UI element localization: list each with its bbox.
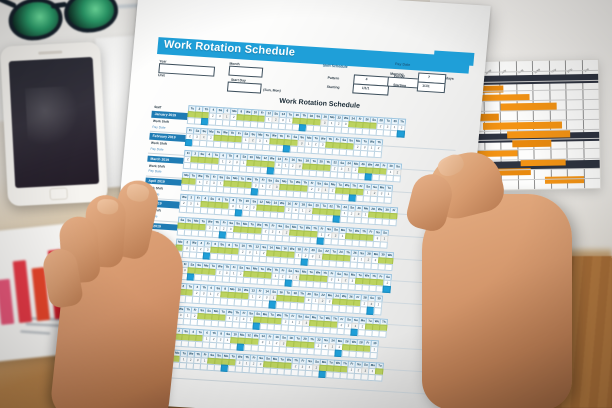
pay-date-cell[interactable] [382, 285, 392, 294]
pay-date-cell[interactable] [369, 351, 379, 360]
pay-date-cell[interactable] [388, 219, 398, 227]
month-field[interactable] [228, 65, 264, 78]
paydate-starting-value: 1/1/1 [422, 83, 430, 89]
paydate-row-period: Period [393, 73, 405, 79]
row-label-pay-date: Pay Date [152, 124, 166, 130]
chart-bar [12, 260, 33, 324]
row-label-pay-date: Pay Date [148, 168, 162, 174]
shift-starting-value: 1/1/1 [361, 85, 370, 91]
month-label: January 2019 [154, 111, 177, 118]
paydate-period-value: 7 [427, 75, 431, 80]
right-hand [403, 145, 612, 408]
gantt-bar [512, 139, 552, 148]
shift-pattern-value: 4 [365, 77, 368, 82]
pay-date-cell[interactable] [373, 307, 383, 316]
gantt-bar [506, 130, 571, 139]
shift-row-pattern: Pattern [327, 75, 340, 81]
paydate-period-unit: days [445, 76, 454, 81]
start-day-field[interactable] [226, 81, 262, 94]
pay-date-cell[interactable] [379, 240, 389, 249]
row-label-pay-date: Pay Date [150, 146, 164, 152]
pay-date-heading: Pay Date [394, 62, 411, 67]
staff-label: Staff [154, 104, 162, 110]
left-hand [40, 169, 216, 408]
month-label: March 2019 [150, 156, 170, 162]
month-label: February 2019 [152, 134, 176, 140]
paydate-row-starting: Starting [393, 82, 407, 88]
pay-date-cell[interactable] [374, 374, 384, 383]
pay-date-cell[interactable] [392, 174, 402, 183]
phone-speaker [38, 50, 63, 55]
pay-date-cell[interactable] [396, 130, 406, 138]
pay-date-cell[interactable] [384, 263, 394, 272]
unit-label: Unit [157, 73, 165, 78]
chart-bar [0, 279, 15, 325]
phone-screen[interactable] [8, 56, 100, 189]
pay-date-cell[interactable] [373, 151, 383, 159]
shift-row-starting: Starting [326, 84, 340, 90]
pay-date-cell[interactable] [378, 330, 388, 338]
pay-date-cell[interactable] [383, 196, 393, 205]
